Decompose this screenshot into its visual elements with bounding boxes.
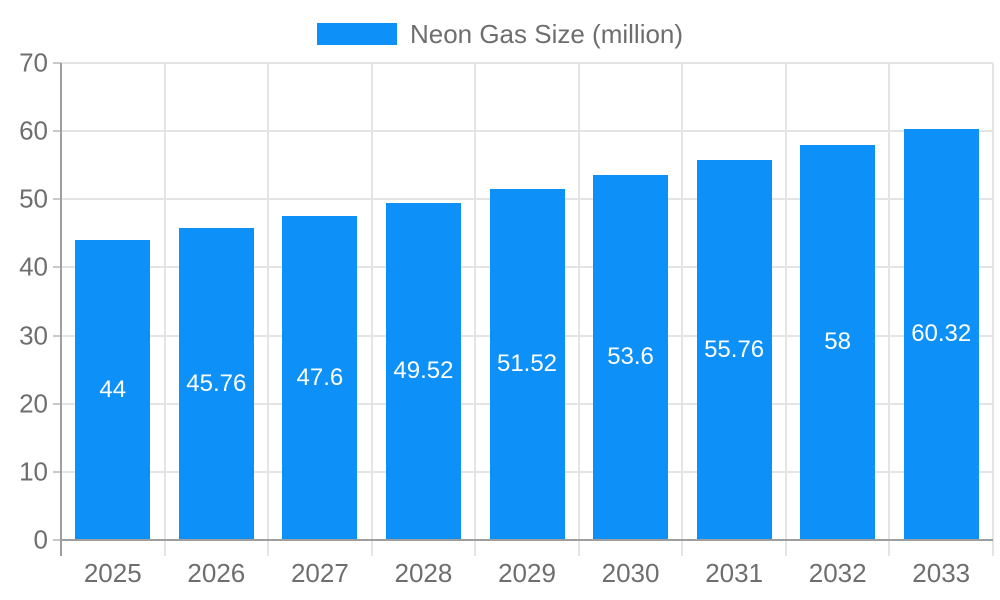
y-axis-tick (53, 402, 61, 405)
y-axis-label: 40 (19, 251, 48, 282)
y-axis-tick (53, 470, 61, 473)
gridline-vertical (164, 63, 166, 556)
x-axis-label: 2026 (187, 558, 246, 588)
gridline-vertical (681, 63, 683, 556)
y-axis-label: 10 (19, 456, 48, 487)
gridline-vertical (474, 63, 476, 556)
x-axis-label: 2031 (705, 558, 764, 588)
plot-area: 44 45.76 47.6 49.52 51.52 53.6 55.76 58 60.32 (61, 62, 994, 556)
legend-item[interactable]: Neon Gas Size (million) (0, 18, 1000, 49)
x-axis-label: 2029 (498, 558, 556, 588)
gridline-vertical (992, 63, 994, 556)
gridline-vertical (371, 63, 373, 556)
y-axis-tick (53, 62, 61, 64)
x-axis-label: 2028 (394, 558, 453, 588)
y-axis-tick (53, 198, 61, 201)
bar-2025[interactable] (75, 240, 151, 540)
x-axis-label: 2033 (912, 558, 971, 588)
bar-2028[interactable] (385, 202, 461, 540)
legend-swatch (316, 23, 397, 45)
gridline-vertical (267, 63, 269, 556)
gridline-horizontal (61, 130, 993, 133)
bar-2029[interactable] (489, 188, 565, 540)
gridline-horizontal (61, 62, 993, 64)
bar-2032[interactable] (800, 144, 876, 540)
y-axis-label: 20 (19, 388, 48, 419)
y-axis-label: 60 (19, 115, 48, 146)
legend-label: Neon Gas Size (million) (409, 18, 684, 49)
bar-2026[interactable] (178, 228, 254, 540)
bar-2031[interactable] (696, 160, 772, 540)
y-axis-tick (53, 266, 61, 269)
bar-2027[interactable] (282, 215, 358, 540)
bar-2030[interactable] (593, 174, 669, 540)
gridline-vertical (785, 63, 787, 556)
y-axis-tick (53, 539, 61, 541)
y-axis-label: 50 (19, 183, 48, 214)
x-axis-label: 2030 (601, 558, 660, 588)
bar-2033[interactable] (903, 128, 979, 540)
gridline-vertical (888, 63, 890, 556)
y-axis-label: 30 (19, 320, 48, 351)
x-axis-label: 2032 (808, 558, 867, 588)
gridline-vertical (578, 63, 580, 556)
y-axis-tick (53, 130, 61, 133)
y-axis-label: 0 (33, 524, 48, 555)
x-axis-label: 2025 (83, 558, 142, 588)
y-axis-label: 70 (19, 47, 48, 78)
y-axis-tick (53, 334, 61, 337)
x-axis-label: 2027 (290, 558, 349, 588)
